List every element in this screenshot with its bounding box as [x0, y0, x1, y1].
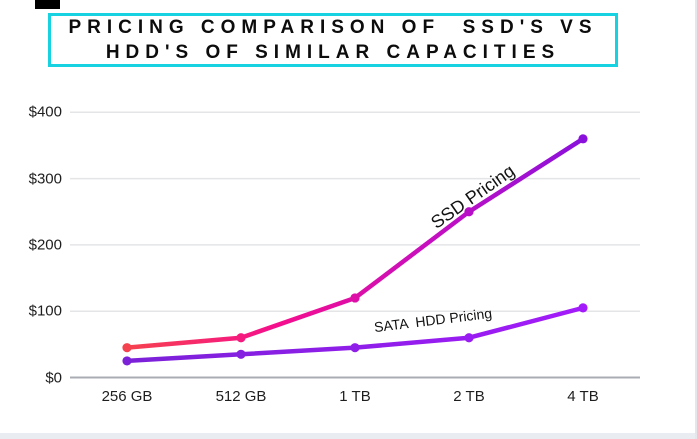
chart-title-line-1: PRICING COMPARISON OF SSD'S VS: [68, 17, 598, 38]
data-point: [350, 293, 360, 303]
y-axis-tick-label: $100: [28, 302, 62, 320]
data-point: [236, 333, 246, 343]
y-axis-tick-label: $300: [28, 170, 62, 188]
x-axis-tick-label: 512 GB: [215, 388, 267, 405]
chart-title-box: PRICING COMPARISON OF SSD'S VS HDD'S OF …: [48, 13, 618, 67]
bottom-strip: [0, 433, 695, 439]
x-axis-tick-label: 4 TB: [567, 388, 599, 405]
y-axis-tick-label: $200: [28, 236, 62, 254]
y-axis-tick-label: $400: [28, 103, 62, 121]
data-point: [350, 343, 360, 353]
corner-accent-rect: [35, 0, 60, 9]
data-point: [464, 333, 474, 343]
data-point: [578, 134, 588, 144]
x-axis-tick-label: 1 TB: [339, 388, 371, 405]
data-point: [578, 303, 588, 313]
data-point: [122, 343, 132, 353]
y-axis-tick-label: $0: [45, 369, 62, 386]
x-axis-tick-label: 2 TB: [453, 388, 485, 405]
x-axis-tick-label: 256 GB: [101, 388, 153, 405]
chart-title-line-2: HDD'S OF SIMILAR CAPACITIES: [105, 42, 561, 63]
series-line-1: [124, 305, 586, 364]
data-point: [236, 349, 246, 359]
series-line-0: [124, 136, 586, 350]
data-point: [122, 356, 132, 366]
data-point: [464, 207, 474, 217]
